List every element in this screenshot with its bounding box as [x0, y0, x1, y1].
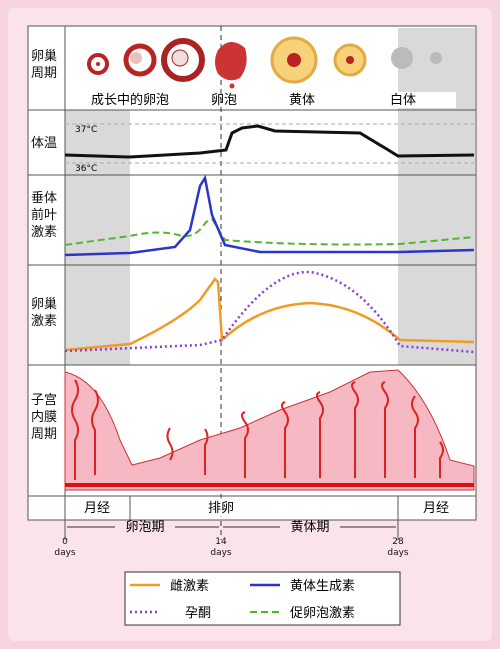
glands [71, 379, 444, 480]
legend-label: 促卵泡激素 [290, 606, 355, 621]
legend-label: 雌激素 [170, 578, 209, 594]
temp-guides [65, 123, 474, 164]
row-label: 卵巢周期 [31, 49, 58, 81]
row-label: 体温 [31, 136, 58, 151]
row-label: 子宫内膜周期 [31, 393, 58, 442]
ovulation-label: 排卵 [208, 501, 234, 516]
legend [124, 571, 401, 626]
menses-label: 月经 [84, 501, 110, 516]
ovary-icons [87, 36, 442, 89]
temperature-curve [64, 124, 475, 159]
legend-label: 黄体生成素 [290, 579, 355, 594]
day-marker: 28 days [387, 537, 409, 558]
stage-label: 黄体 [289, 93, 315, 108]
row-label: 垂体前叶激素 [31, 191, 58, 240]
temp-tick: 36°C [75, 164, 97, 174]
lh-curve [64, 174, 475, 257]
stage-label: 成长中的卵泡 [91, 92, 169, 108]
phase-label: 黄体期 [290, 520, 329, 535]
phase-label: 卵泡期 [125, 520, 164, 535]
row-label: 卵巢激素 [31, 297, 58, 329]
day-marker: 0 days [54, 537, 76, 558]
temp-tick: 37°C [75, 125, 97, 135]
progesterone-curve [64, 270, 475, 354]
legend-label: 孕酮 [185, 606, 211, 621]
estrogen-curve [64, 277, 475, 352]
label-bg [386, 92, 456, 108]
stage-label: 白体 [390, 92, 416, 108]
day-marker: 14 days [210, 537, 232, 558]
menses-label: 月经 [423, 501, 449, 516]
ovulation-bg: 排卵 [208, 501, 234, 516]
fsh-curve [64, 217, 475, 246]
stage-label: 卵泡 [211, 93, 237, 108]
